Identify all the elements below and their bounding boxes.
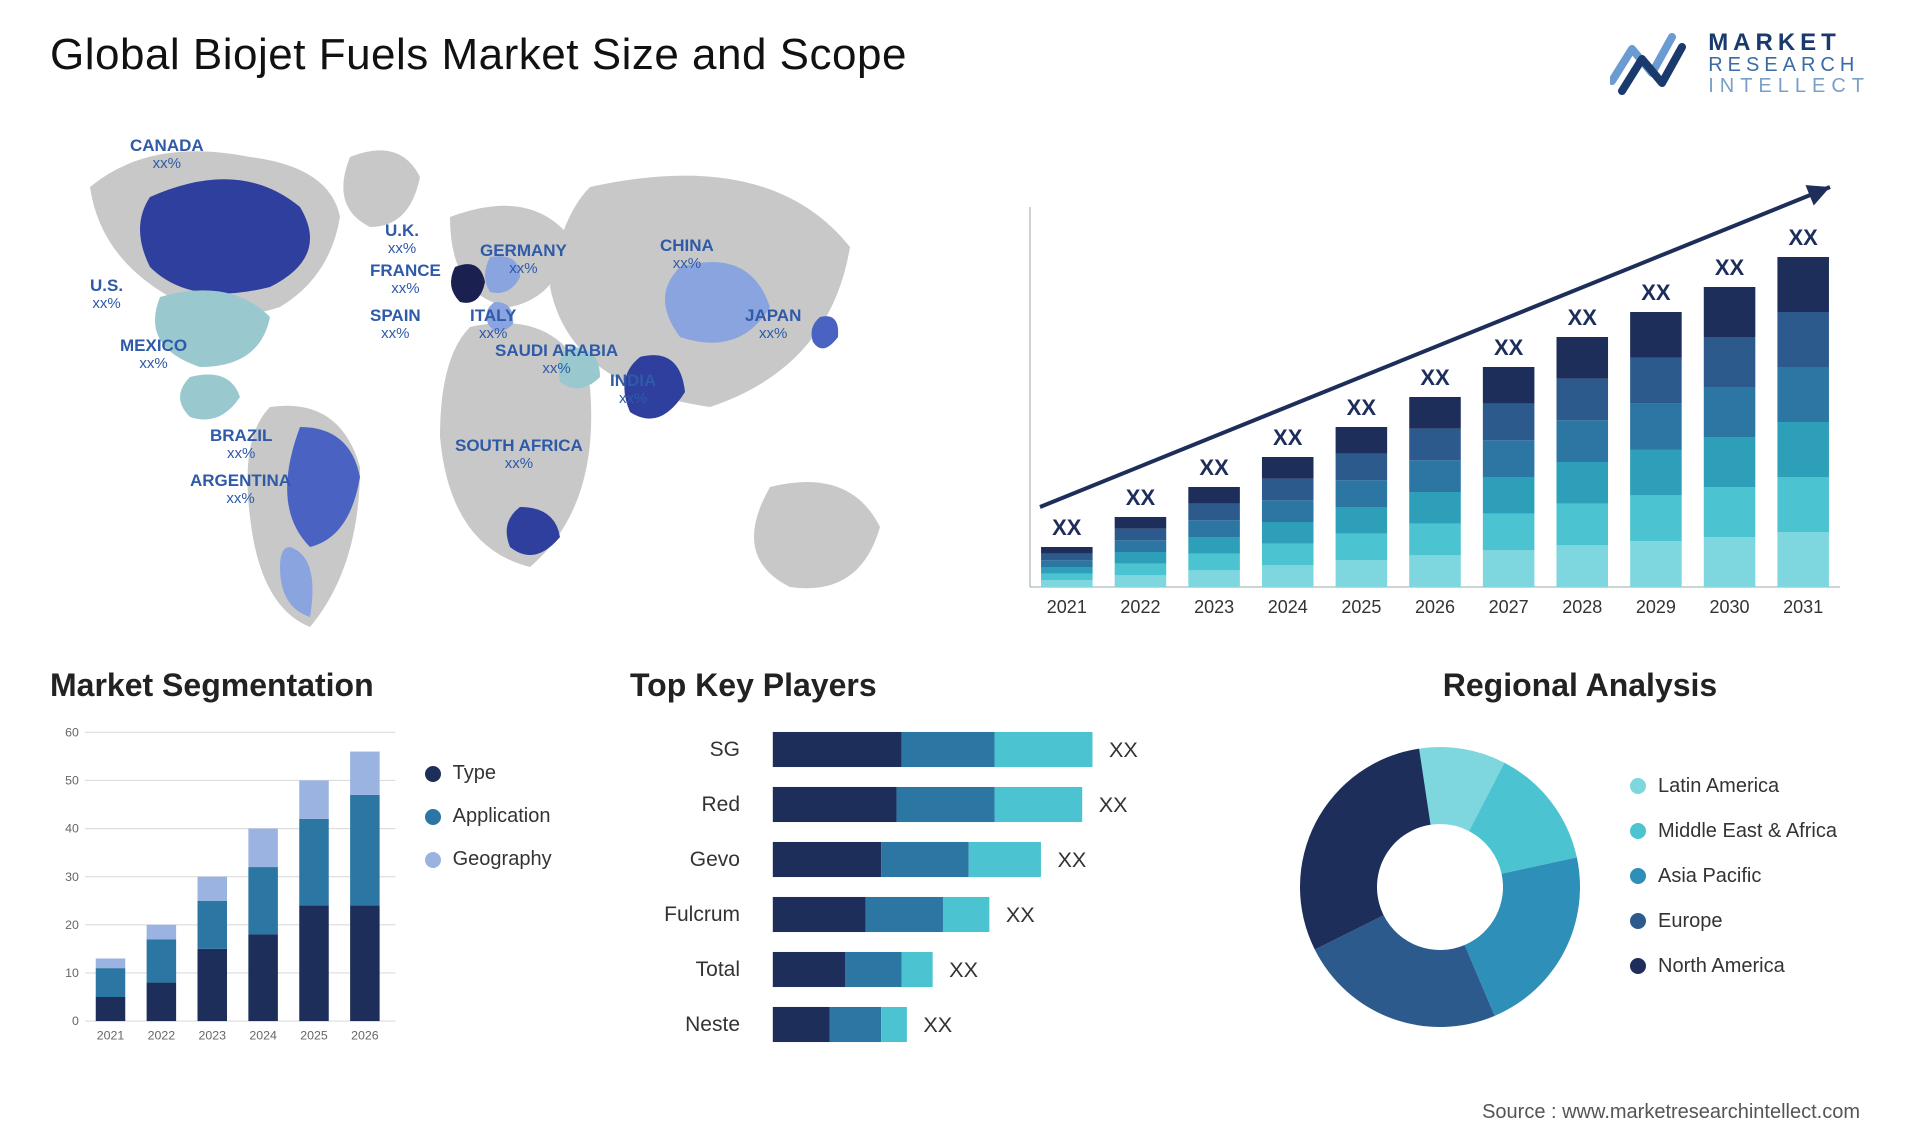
source-text: Source : www.marketresearchintellect.com bbox=[1482, 1101, 1860, 1124]
svg-text:2027: 2027 bbox=[1489, 597, 1529, 617]
svg-text:2026: 2026 bbox=[351, 1029, 379, 1043]
players-title: Top Key Players bbox=[630, 667, 1250, 704]
player-label: Fulcrum bbox=[630, 903, 740, 927]
map-label: SPAINxx% bbox=[370, 307, 421, 342]
map-label: CANADAxx% bbox=[130, 137, 204, 172]
svg-text:40: 40 bbox=[65, 822, 79, 836]
logo-text-3: INTELLECT bbox=[1708, 76, 1870, 97]
svg-text:XX: XX bbox=[1641, 280, 1671, 305]
map-label: ARGENTINAxx% bbox=[190, 472, 291, 507]
map-label: JAPANxx% bbox=[745, 307, 801, 342]
svg-text:XX: XX bbox=[1494, 335, 1524, 360]
svg-text:XX: XX bbox=[1568, 305, 1598, 330]
svg-text:20: 20 bbox=[65, 918, 79, 932]
svg-text:2025: 2025 bbox=[300, 1029, 328, 1043]
svg-text:2022: 2022 bbox=[148, 1029, 176, 1043]
svg-text:10: 10 bbox=[65, 966, 79, 980]
map-label: U.S.xx% bbox=[90, 277, 123, 312]
logo-mark-icon bbox=[1610, 31, 1696, 97]
svg-text:2021: 2021 bbox=[97, 1029, 125, 1043]
legend-item: Type bbox=[425, 762, 552, 785]
svg-text:2031: 2031 bbox=[1783, 597, 1823, 617]
svg-text:2028: 2028 bbox=[1562, 597, 1602, 617]
svg-text:XX: XX bbox=[1789, 225, 1819, 250]
svg-text:2023: 2023 bbox=[199, 1029, 227, 1043]
map-label: GERMANYxx% bbox=[480, 242, 567, 277]
segmentation-chart: 0 10 20 30 40 50 60 2021 2022 2023 2024 2025 2026 Ty… bbox=[50, 722, 590, 1052]
svg-text:XX: XX bbox=[1715, 255, 1745, 280]
svg-text:2024: 2024 bbox=[1268, 597, 1308, 617]
svg-text:XX: XX bbox=[1420, 365, 1450, 390]
player-label: SG bbox=[630, 738, 740, 762]
brand-logo: MARKET RESEARCH INTELLECT bbox=[1610, 30, 1870, 97]
legend-item: Asia Pacific bbox=[1630, 865, 1837, 888]
legend-item: North America bbox=[1630, 955, 1837, 978]
svg-text:XX: XX bbox=[1006, 902, 1035, 927]
page-title: Global Biojet Fuels Market Size and Scop… bbox=[50, 30, 907, 80]
svg-text:50: 50 bbox=[65, 774, 79, 788]
segmentation-title: Market Segmentation bbox=[50, 667, 590, 704]
svg-text:2022: 2022 bbox=[1120, 597, 1160, 617]
map-label: U.K.xx% bbox=[385, 222, 419, 257]
regional-title: Regional Analysis bbox=[1290, 667, 1870, 704]
svg-text:60: 60 bbox=[65, 726, 79, 740]
logo-text-2: RESEARCH bbox=[1708, 55, 1870, 76]
map-label: FRANCExx% bbox=[370, 262, 441, 297]
svg-text:XX: XX bbox=[1109, 737, 1138, 762]
svg-text:XX: XX bbox=[923, 1012, 952, 1037]
svg-text:0: 0 bbox=[72, 1014, 79, 1028]
legend-item: Middle East & Africa bbox=[1630, 820, 1837, 843]
players-chart: SG Red Gevo Fulcrum Total Neste XX XX XX XX XX XX bbox=[630, 722, 1250, 1052]
svg-text:XX: XX bbox=[1199, 455, 1229, 480]
svg-text:XX: XX bbox=[949, 957, 978, 982]
world-map: CANADAxx% U.S.xx% MEXICOxx% BRAZILxx% ARGENT… bbox=[50, 127, 950, 647]
svg-text:2026: 2026 bbox=[1415, 597, 1455, 617]
svg-text:2023: 2023 bbox=[1194, 597, 1234, 617]
player-label: Red bbox=[630, 793, 740, 817]
legend-item: Application bbox=[425, 805, 552, 828]
map-label: INDIAxx% bbox=[610, 372, 656, 407]
legend-item: Latin America bbox=[1630, 775, 1837, 798]
map-label: ITALYxx% bbox=[470, 307, 516, 342]
logo-text-1: MARKET bbox=[1708, 30, 1870, 55]
map-label: SAUDI ARABIAxx% bbox=[495, 342, 618, 377]
player-label: Neste bbox=[630, 1013, 740, 1037]
svg-text:XX: XX bbox=[1273, 425, 1303, 450]
svg-text:XX: XX bbox=[1099, 792, 1128, 817]
player-label: Gevo bbox=[630, 848, 740, 872]
svg-text:30: 30 bbox=[65, 870, 79, 884]
svg-text:2025: 2025 bbox=[1341, 597, 1381, 617]
player-label: Total bbox=[630, 958, 740, 982]
svg-text:2021: 2021 bbox=[1047, 597, 1087, 617]
map-label: MEXICOxx% bbox=[120, 337, 187, 372]
svg-text:XX: XX bbox=[1057, 847, 1086, 872]
legend-item: Geography bbox=[425, 848, 552, 871]
svg-text:XX: XX bbox=[1126, 485, 1156, 510]
svg-text:2024: 2024 bbox=[249, 1029, 277, 1043]
map-label: CHINAxx% bbox=[660, 237, 714, 272]
map-label: BRAZILxx% bbox=[210, 427, 272, 462]
regional-chart: Latin America Middle East & Africa Asia Pa… bbox=[1290, 722, 1870, 1052]
svg-text:XX: XX bbox=[1347, 395, 1377, 420]
growth-chart: XX 2021 XX 2022 XX 2023 XX 2024 XX 2025 XX 2026 XX 20… bbox=[990, 127, 1870, 647]
map-label: SOUTH AFRICAxx% bbox=[455, 437, 583, 472]
legend-item: Europe bbox=[1630, 910, 1837, 933]
svg-text:XX: XX bbox=[1052, 515, 1082, 540]
svg-text:2029: 2029 bbox=[1636, 597, 1676, 617]
svg-text:2030: 2030 bbox=[1710, 597, 1750, 617]
